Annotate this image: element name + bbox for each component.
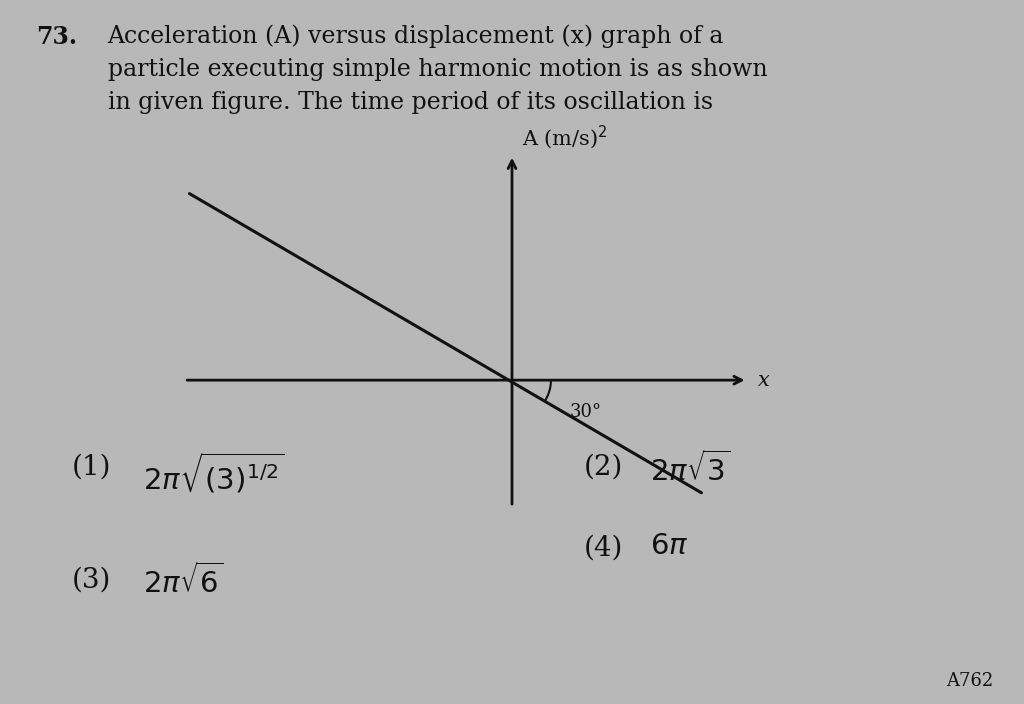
Text: (2): (2) [584, 454, 623, 481]
Text: x: x [758, 371, 769, 389]
Text: A762: A762 [946, 672, 993, 690]
Text: 30°: 30° [569, 403, 601, 421]
Text: (4): (4) [584, 535, 623, 562]
Text: A (m/s)$^2$: A (m/s)$^2$ [522, 124, 608, 151]
Text: (3): (3) [72, 567, 111, 593]
Text: $2\pi\sqrt{(3)^{1/2}}$: $2\pi\sqrt{(3)^{1/2}}$ [143, 451, 285, 495]
Text: $2\pi\sqrt{6}$: $2\pi\sqrt{6}$ [143, 563, 224, 599]
Text: particle executing simple harmonic motion is as shown: particle executing simple harmonic motio… [108, 58, 767, 81]
Text: (1): (1) [72, 454, 112, 481]
Text: Acceleration (A) versus displacement (x) graph of a: Acceleration (A) versus displacement (x)… [108, 25, 724, 48]
Text: $6\pi$: $6\pi$ [650, 532, 689, 560]
Text: in given figure. The time period of its oscillation is: in given figure. The time period of its … [108, 91, 713, 114]
Text: $2\pi\sqrt{3}$: $2\pi\sqrt{3}$ [650, 451, 731, 486]
Text: 73.: 73. [36, 25, 77, 49]
